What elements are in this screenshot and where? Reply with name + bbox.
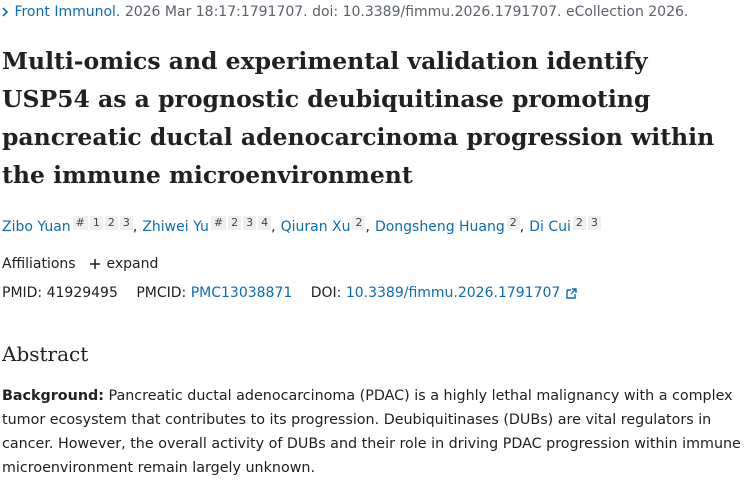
author-link[interactable]: Zibo Yuan [2, 219, 71, 235]
citation-line: Front Immunol. 2026 Mar 18:17:1791707. d… [0, 4, 688, 20]
affiliation-number[interactable]: 2 [228, 216, 242, 230]
author-link[interactable]: Qiuran Xu [280, 219, 351, 235]
doi-label: DOI: [310, 285, 342, 301]
author-separator: , [519, 219, 525, 235]
identifiers: PMID: 41929495 PMCID: PMC13038871 DOI: 1… [2, 285, 578, 301]
pmid-label: PMID: [2, 285, 43, 301]
affiliation-number[interactable]: 2 [572, 216, 586, 230]
pmcid-label: PMCID: [136, 285, 187, 301]
affiliation-number[interactable]: # [72, 216, 88, 230]
pmid: 41929495 [46, 285, 118, 301]
affiliation-number[interactable]: # [210, 216, 227, 230]
author-separator: , [132, 219, 138, 235]
affiliation-number[interactable]: 3 [587, 216, 601, 230]
author-link[interactable]: Di Cui [529, 219, 571, 235]
abstract-heading: Abstract [2, 342, 89, 366]
article-title: Multi-omics and experimental validation … [2, 47, 715, 189]
affiliation-number[interactable]: 3 [243, 216, 257, 230]
journal-link[interactable]: Front Immunol. [14, 4, 121, 20]
affiliation-number[interactable]: 2 [352, 216, 366, 230]
affiliation-number[interactable]: 1 [89, 216, 103, 230]
affiliation-number[interactable]: 2 [104, 216, 118, 230]
abstract-text: Background: Pancreatic ductal adenocarci… [2, 384, 747, 480]
affiliations-label: Affiliations [2, 256, 76, 272]
pmcid-link[interactable]: PMC13038871 [190, 285, 293, 301]
plus-icon [90, 259, 101, 269]
abstract-body: Pancreatic ductal adenocarcinoma (PDAC) … [2, 388, 741, 476]
doi-link[interactable]: 10.3389/fimmu.2026.1791707 [345, 285, 561, 301]
author-separator: , [365, 219, 370, 235]
affiliation-number[interactable]: 2 [506, 216, 520, 230]
citation-details: 2026 Mar 18:17:1791707. doi: 10.3389/fim… [124, 4, 689, 20]
chevron-icon [2, 7, 9, 17]
affiliation-number[interactable]: 3 [119, 216, 133, 230]
affiliations: Affiliations expand [2, 256, 158, 272]
author-link[interactable]: Dongsheng Huang [374, 219, 505, 235]
expand-label: expand [106, 256, 159, 272]
expand-button[interactable]: expand [88, 256, 158, 272]
author-separator: , [271, 219, 276, 235]
affiliation-number[interactable]: 4 [258, 216, 272, 230]
abstract-label: Background: [2, 388, 104, 404]
author-link[interactable]: Zhiwei Yu [142, 219, 209, 235]
authors: Zibo Yuan #1 2 3, Zhiwei Yu #2 3 4, Qiuran Xu 2, D… [2, 216, 601, 235]
external-link-icon [566, 287, 577, 299]
